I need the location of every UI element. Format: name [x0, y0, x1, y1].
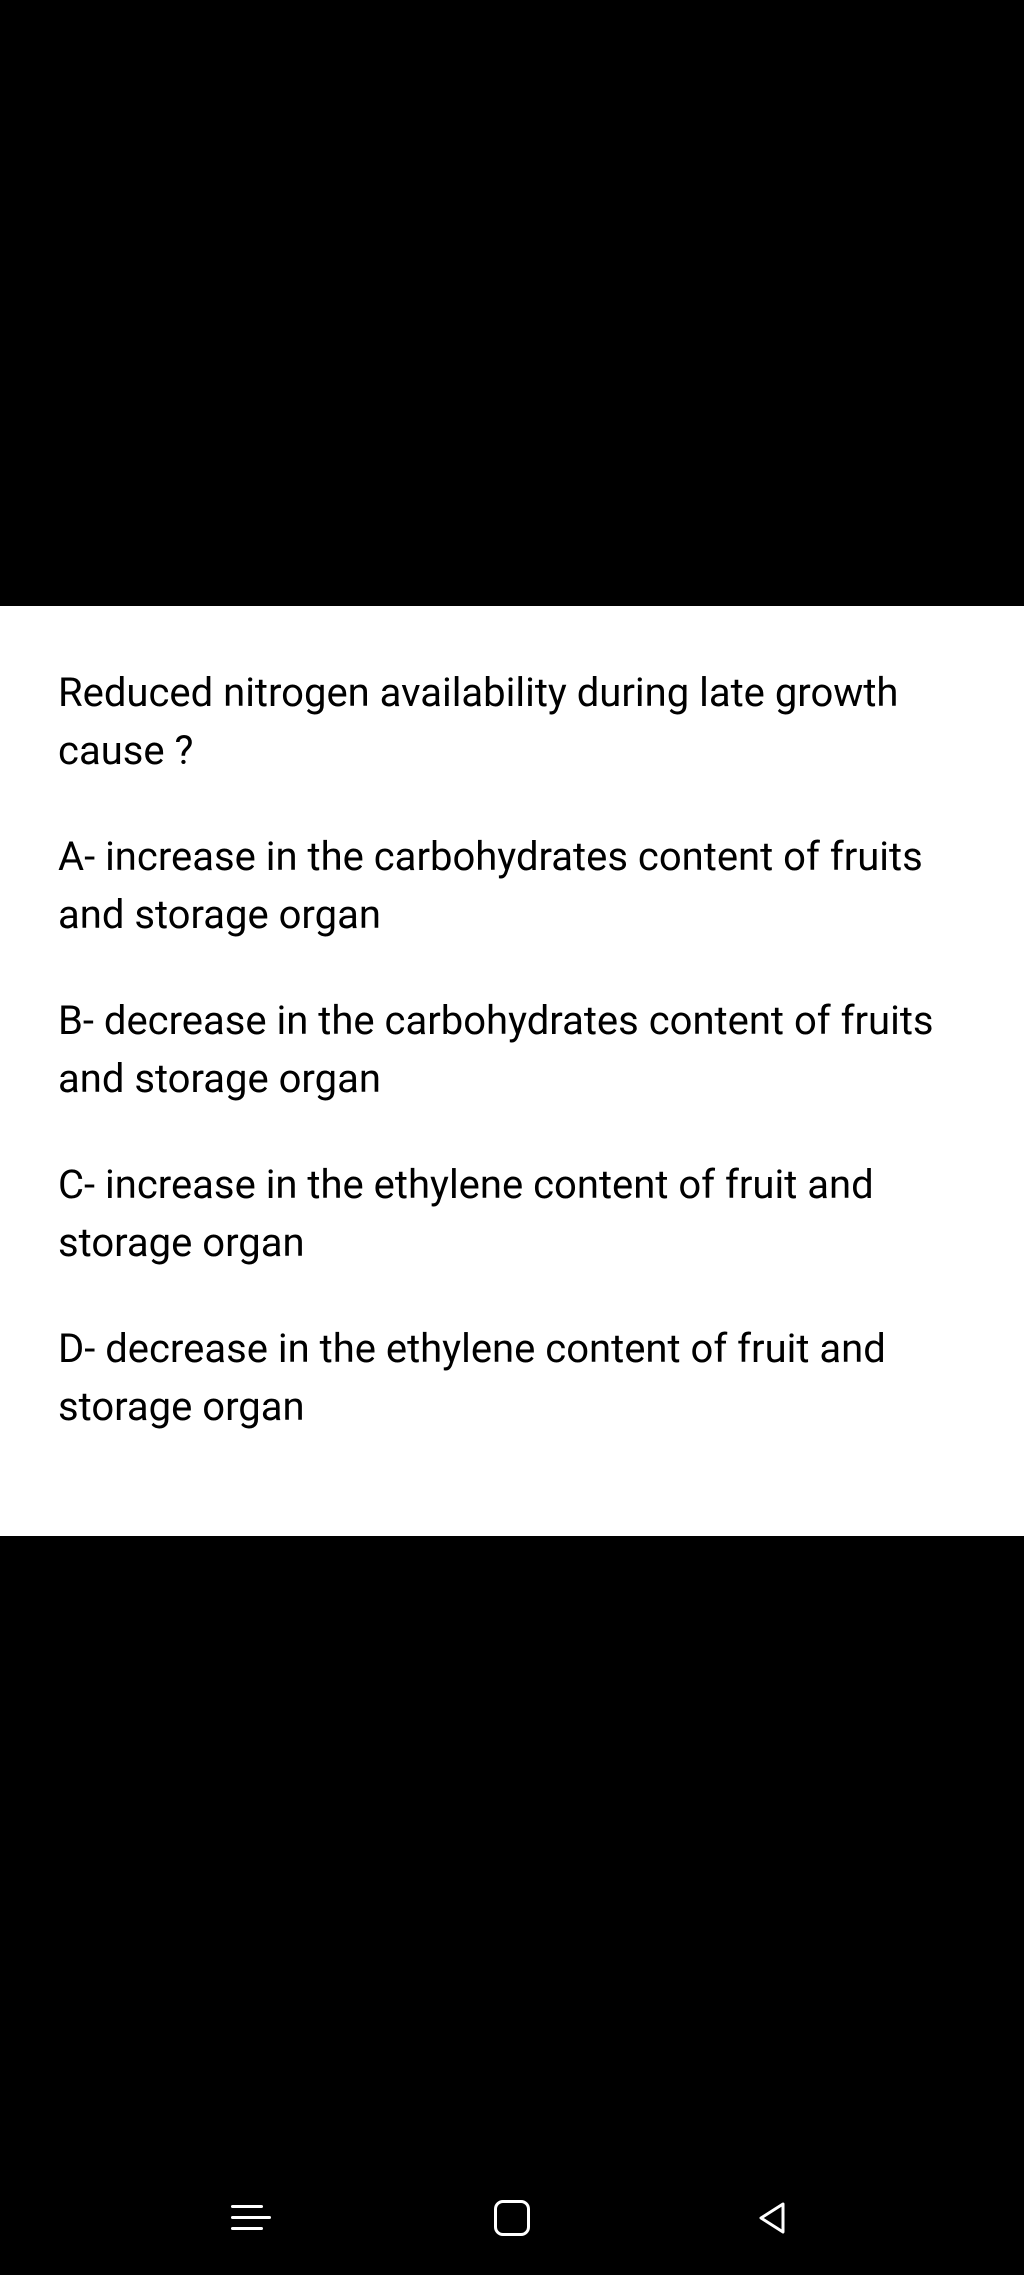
back-button[interactable]	[748, 2193, 798, 2243]
question-text: Reduced nitrogen availability during lat…	[58, 664, 966, 780]
option-a[interactable]: A- increase in the carbohydrates content…	[58, 828, 966, 944]
option-c[interactable]: C- increase in the ethylene content of f…	[58, 1156, 966, 1272]
home-icon	[494, 2200, 530, 2236]
home-button[interactable]	[487, 2193, 537, 2243]
menu-icon	[231, 2205, 271, 2230]
back-icon	[753, 2198, 793, 2238]
question-card: Reduced nitrogen availability during lat…	[0, 606, 1024, 1536]
navigation-bar	[0, 2160, 1024, 2275]
option-d[interactable]: D- decrease in the ethylene content of f…	[58, 1320, 966, 1436]
menu-button[interactable]	[226, 2193, 276, 2243]
option-b[interactable]: B- decrease in the carbohydrates content…	[58, 992, 966, 1108]
